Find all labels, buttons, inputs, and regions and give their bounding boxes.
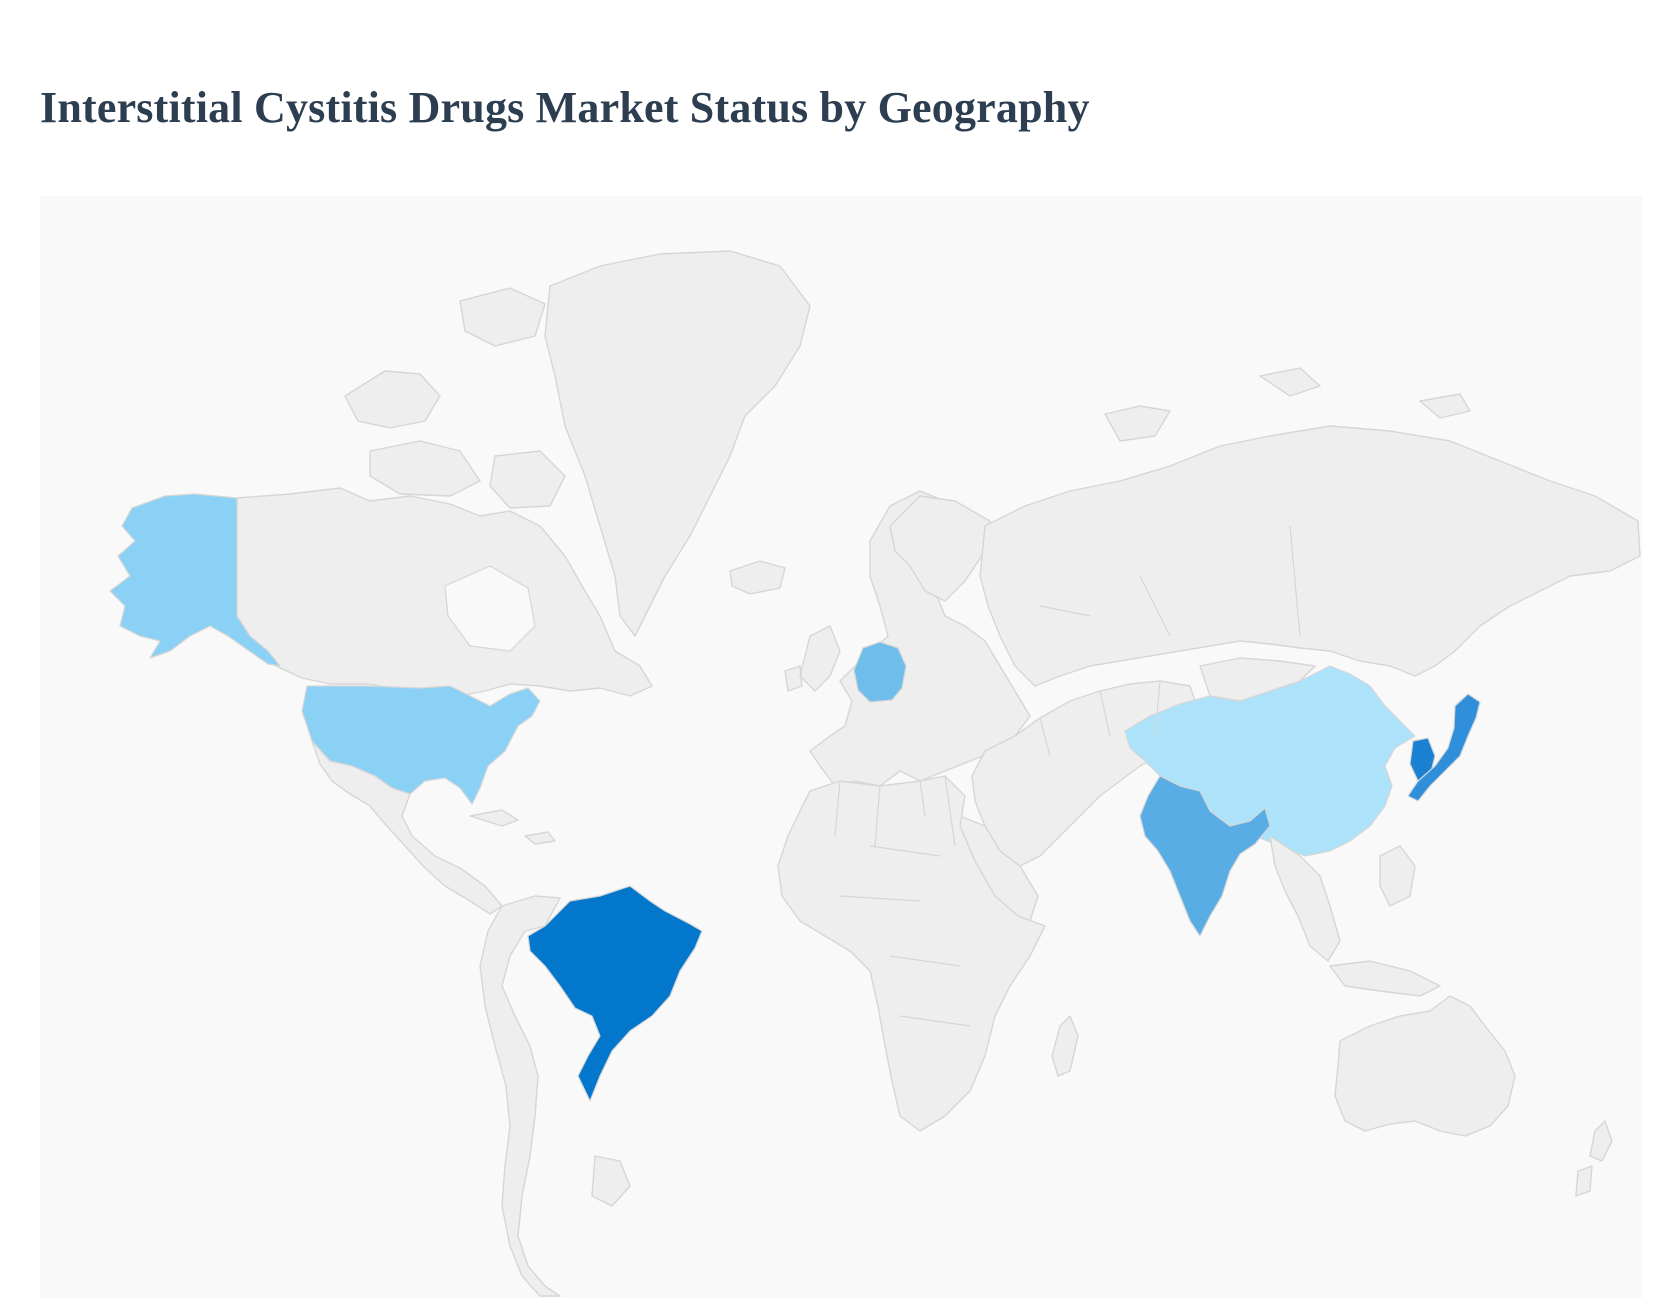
world-map-svg bbox=[109, 250, 1641, 1297]
africa[interactable] bbox=[777, 775, 1046, 1132]
russia[interactable] bbox=[979, 425, 1641, 687]
south-america[interactable] bbox=[479, 895, 631, 1297]
arctic-islands[interactable] bbox=[344, 287, 566, 509]
australia[interactable] bbox=[1334, 995, 1516, 1137]
world-map[interactable] bbox=[40, 196, 1642, 1298]
country-brazil[interactable] bbox=[527, 885, 703, 1102]
greenland[interactable] bbox=[544, 250, 811, 637]
scandinavia[interactable] bbox=[889, 495, 991, 602]
new-zealand[interactable] bbox=[1575, 1120, 1613, 1197]
southeast-asia[interactable] bbox=[1269, 835, 1441, 997]
country-united-states-alaska[interactable] bbox=[109, 493, 281, 667]
country-japan[interactable] bbox=[1407, 693, 1481, 802]
iceland[interactable] bbox=[729, 560, 786, 595]
country-india[interactable] bbox=[1139, 775, 1271, 937]
country-germany[interactable] bbox=[853, 641, 907, 703]
country-united-states[interactable] bbox=[301, 685, 541, 805]
uk-ireland[interactable] bbox=[784, 625, 841, 692]
russian-arctic-islands[interactable] bbox=[1104, 367, 1471, 442]
caribbean[interactable] bbox=[469, 809, 556, 845]
mongolia[interactable] bbox=[1199, 657, 1316, 702]
madagascar[interactable] bbox=[1051, 1015, 1079, 1077]
page-title: Interstitial Cystitis Drugs Market Statu… bbox=[40, 83, 1090, 132]
country-borders bbox=[834, 525, 1301, 1027]
canada[interactable] bbox=[236, 487, 653, 697]
